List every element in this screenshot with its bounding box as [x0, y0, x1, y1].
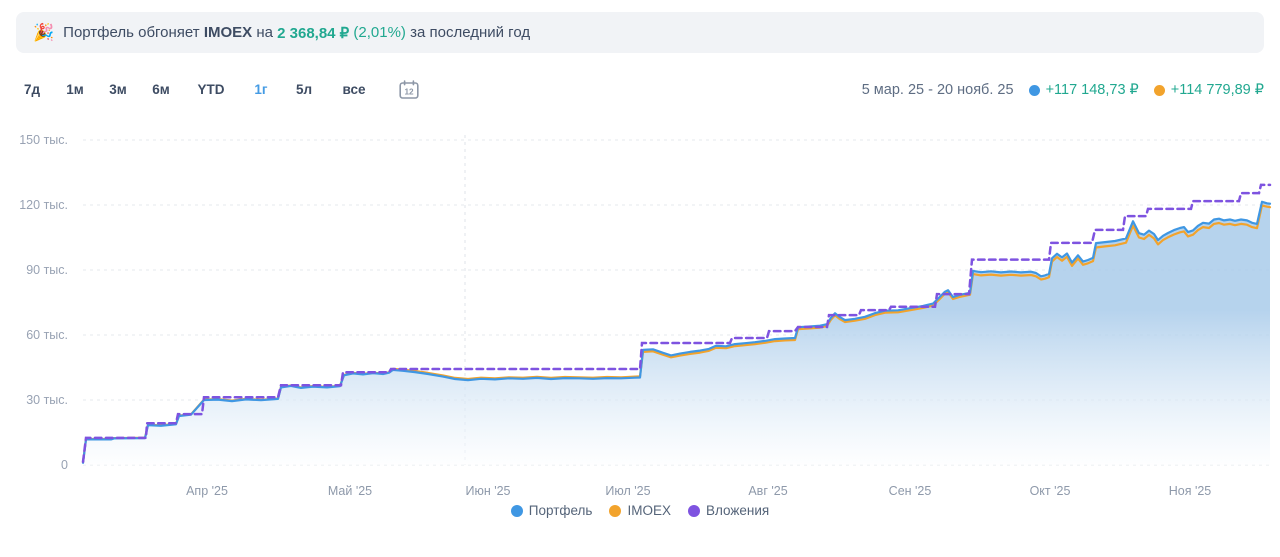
range-button-ytd[interactable]: YTD [197, 82, 225, 97]
range-button-all[interactable]: все [342, 82, 366, 97]
legend-label: Портфель [528, 503, 593, 518]
invested-line [81, 183, 1272, 464]
legend-item-portfolio[interactable]: Портфель [510, 503, 593, 518]
chart-legend: Портфель IMOEX Вложения [0, 503, 1280, 518]
range-button-3m[interactable]: 3м [109, 82, 127, 97]
calendar-button[interactable]: 12 [397, 78, 421, 102]
y-tick-label: 30 тыс. [26, 393, 68, 407]
performance-banner: 🎉 Портфель обгоняет IMOEX на 2 368,84 ₽ … [16, 12, 1264, 53]
chart-area[interactable] [81, 135, 1272, 467]
imoex-gain-value: +114 779,89 ₽ [1170, 82, 1264, 98]
x-tick-label: Ноя '25 [1168, 484, 1212, 498]
x-tick-label: Сен '25 [888, 484, 932, 498]
y-tick-label: 120 тыс. [19, 198, 68, 212]
date-range-label: 5 мар. 25 - 20 нояб. 25 [861, 82, 1014, 98]
legend-dot-icon [510, 504, 523, 517]
banner-text-conj: на [252, 24, 278, 41]
range-button-5y[interactable]: 5л [295, 82, 313, 97]
portfolio-gain: +117 148,73 ₽ [1028, 82, 1139, 98]
portfolio-gain-value: +117 148,73 ₽ [1045, 82, 1139, 98]
svg-text:12: 12 [404, 87, 414, 96]
legend-item-imoex[interactable]: IMOEX [609, 503, 671, 518]
range-selector: 7д 1м 3м 6м YTD 1г 5л все 12 [22, 72, 421, 108]
portfolio-dot-icon [1028, 84, 1040, 96]
y-tick-label: 60 тыс. [26, 328, 68, 342]
y-tick-label: 150 тыс. [19, 133, 68, 147]
y-tick-label: 90 тыс. [26, 263, 68, 277]
banner-outperform-amount: 2 368,84 ₽ [277, 24, 350, 42]
legend-label: Вложения [705, 503, 770, 518]
x-tick-label: Июн '25 [465, 484, 511, 498]
banner-text-suffix: за последний год [405, 24, 531, 41]
legend-dot-icon [687, 504, 700, 517]
legend-item-invested[interactable]: Вложения [687, 503, 770, 518]
party-popper-icon: 🎉 [33, 22, 55, 42]
range-button-1m[interactable]: 1м [66, 82, 84, 97]
banner-text-prefix: Портфель обгоняет [63, 24, 204, 41]
range-button-7d[interactable]: 7д [23, 82, 41, 97]
legend-label: IMOEX [627, 503, 671, 518]
x-tick-label: Апр '25 [186, 484, 228, 498]
range-button-6m[interactable]: 6м [152, 82, 170, 97]
performance-chart[interactable] [81, 135, 1272, 467]
portfolio-area-fill [83, 201, 1270, 466]
legend-dot-icon [609, 504, 622, 517]
range-button-1y[interactable]: 1г [251, 73, 271, 107]
x-tick-label: Июл '25 [605, 484, 651, 498]
calendar-12-icon: 12 [399, 80, 419, 99]
x-tick-label: Май '25 [327, 484, 373, 498]
imoex-dot-icon [1153, 84, 1165, 96]
imoex-gain: +114 779,89 ₽ [1153, 82, 1264, 98]
chart-header-right: 5 мар. 25 - 20 нояб. 25 +117 148,73 ₽ +1… [862, 72, 1264, 108]
banner-outperform-percent: (2,01%) [349, 24, 406, 41]
x-tick-label: Окт '25 [1029, 484, 1071, 498]
banner-index-name: IMOEX [203, 24, 253, 41]
y-tick-label: 0 [61, 458, 68, 472]
x-tick-label: Авг '25 [748, 484, 788, 498]
